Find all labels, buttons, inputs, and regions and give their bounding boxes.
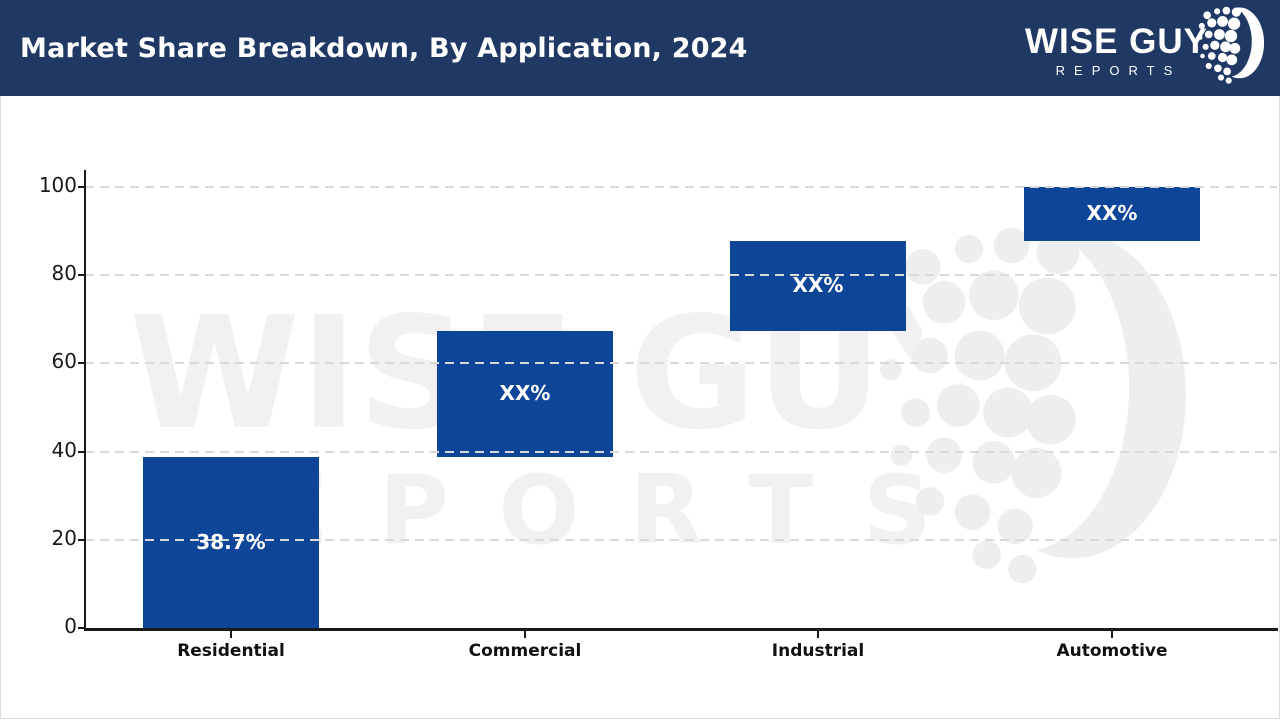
bar-value-label-commercial: XX% bbox=[499, 381, 551, 406]
logo-text: WISE GUY REPORTS bbox=[1025, 24, 1208, 77]
bar-value-label-industrial: XX% bbox=[792, 273, 844, 298]
x-tick-mark-automotive bbox=[1111, 630, 1113, 638]
bar-residential bbox=[143, 457, 319, 628]
wiseguy-head-icon bbox=[1197, 6, 1265, 84]
logo-subtitle: REPORTS bbox=[1055, 62, 1182, 78]
x-axis-label-residential: Residential bbox=[177, 641, 285, 661]
bar-value-label-residential: 38.7% bbox=[196, 529, 266, 554]
bar-industrial bbox=[730, 241, 906, 332]
y-tick-label-100: 100 bbox=[38, 173, 77, 197]
gridline-80 bbox=[85, 274, 1277, 277]
y-axis-spine bbox=[84, 170, 86, 631]
y-tick-mark-0 bbox=[78, 627, 86, 629]
gridline-20 bbox=[85, 538, 1277, 541]
gridline-60 bbox=[85, 362, 1277, 365]
x-axis-label-industrial: Industrial bbox=[771, 641, 865, 661]
gridline-100 bbox=[85, 186, 1277, 188]
y-tick-mark-20 bbox=[78, 538, 86, 541]
x-tick-mark-industrial bbox=[817, 630, 819, 638]
watermark-head-icon bbox=[880, 224, 1186, 584]
x-axis-label-commercial: Commercial bbox=[468, 641, 582, 661]
y-tick-label-20: 20 bbox=[51, 525, 77, 550]
y-tick-mark-80 bbox=[78, 274, 86, 277]
bar-commercial bbox=[437, 331, 613, 458]
y-tick-label-80: 80 bbox=[51, 261, 77, 286]
wise-guy-logo: WISE GUY REPORTS bbox=[1025, 6, 1280, 86]
bar-automotive bbox=[1024, 187, 1200, 242]
logo-wordmark: WISE GUY bbox=[1024, 21, 1208, 61]
x-tick-mark-commercial bbox=[524, 630, 526, 638]
x-axis-label-automotive: Automotive bbox=[1056, 641, 1168, 661]
y-tick-label-40: 40 bbox=[51, 437, 77, 462]
page-title: Market Share Breakdown, By Application, … bbox=[20, 32, 748, 64]
x-axis-spine bbox=[84, 628, 1278, 631]
y-tick-mark-40 bbox=[78, 450, 86, 453]
x-tick-mark-residential bbox=[230, 630, 232, 638]
bar-value-label-automotive: XX% bbox=[1086, 201, 1138, 226]
y-tick-mark-60 bbox=[78, 362, 86, 365]
gridline-40 bbox=[85, 450, 1277, 453]
y-tick-label-60: 60 bbox=[51, 349, 77, 374]
chart-area: WISE GUY REPORTS 0 20 40 60 80 100 38.7% XX% XX%… bbox=[0, 96, 1280, 719]
y-tick-mark-100 bbox=[78, 186, 86, 188]
y-tick-label-0: 0 bbox=[64, 614, 77, 638]
header-bar: Market Share Breakdown, By Application, … bbox=[0, 0, 1280, 96]
